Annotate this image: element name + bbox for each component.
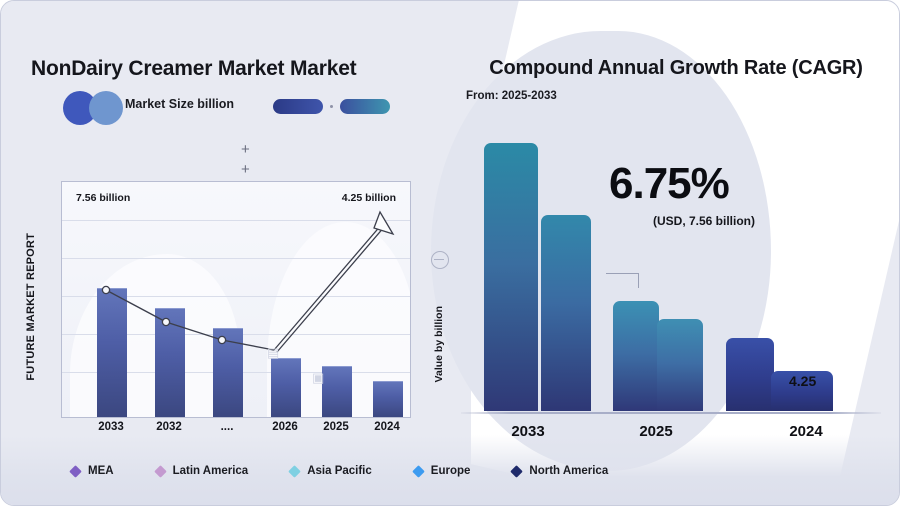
legend-label: North America (529, 465, 609, 477)
legend-item-latin-america[interactable]: Latin America (153, 464, 249, 478)
x-tick-2026: 2026 (272, 421, 298, 433)
right-x-tick-2025: 2025 (639, 423, 673, 440)
legend-diamond-icon (153, 464, 167, 478)
right-chart-baseline (461, 412, 881, 414)
bar-2033 (97, 288, 127, 417)
rbar-2033-secondary (541, 215, 591, 411)
faint-watermark-icon: ▤ (267, 345, 280, 360)
gridline (62, 258, 410, 259)
rbar-2033-primary (484, 143, 538, 411)
bar-2026 (271, 358, 301, 417)
right-panel-title: Compound Annual Growth Rate (CAGR) (489, 57, 863, 79)
gridline (62, 296, 410, 297)
legend-diamond-icon (411, 464, 425, 478)
legend-item-asia-pacific[interactable]: Asia Pacific (288, 464, 372, 478)
bar-2025 (322, 366, 352, 417)
right-x-tick-2033: 2033 (511, 423, 545, 440)
plus-decoration-icon: + (241, 141, 250, 158)
pill-separator-dot (330, 105, 333, 108)
plus-decoration-icon: + (241, 161, 250, 178)
chart-legend: MEA Latin America Asia Pacific Europe No… (69, 464, 650, 478)
axis-bracket-decoration (606, 273, 639, 288)
legend-diamond-icon (69, 464, 82, 478)
x-tick-2025: 2025 (323, 421, 349, 433)
legend-pill-group (273, 99, 390, 114)
legend-pill-secondary (340, 99, 390, 114)
legend-pill-primary (273, 99, 323, 114)
background-bottom-fade (1, 435, 899, 505)
left-chart-y-axis-title: FUTURE MARKET REPORT (25, 233, 37, 381)
left-chart-trendline (101, 210, 395, 353)
rbar-2025-primary (613, 301, 659, 411)
left-value-label: 7.56 billion (76, 192, 131, 204)
cagr-note: (USD, 7.56 billion) (652, 214, 755, 228)
legend-item-north-america[interactable]: North America (510, 464, 609, 478)
legend-item-mea[interactable]: MEA (69, 464, 114, 478)
rbar-2024-primary (726, 338, 774, 411)
right-value-label: 4.25 billion (341, 192, 396, 204)
gridline (62, 220, 410, 221)
two-overlapping-circles-icon (63, 91, 125, 125)
faint-watermark-icon: ▣ (312, 370, 325, 385)
minus-circle-icon (431, 251, 449, 269)
right-chart-y-axis-title: Value by billion (433, 306, 445, 383)
rbar-2025-secondary (657, 319, 703, 411)
right-x-tick-2024: 2024 (789, 423, 823, 440)
data-label-4-25: 4.25 (789, 373, 817, 389)
legend-diamond-icon (288, 464, 302, 478)
rbar-2024-secondary (771, 371, 833, 411)
logo-circle-light (89, 91, 123, 125)
left-chart-plot-area: 7.56 billion 4.25 billion ▤ ▣ (61, 181, 411, 418)
page-title: NonDairy Creamer Market Market (31, 57, 357, 80)
left-chart-bars (62, 182, 410, 417)
legend-label: Asia Pacific (307, 465, 372, 477)
bar-2024 (373, 381, 403, 417)
legend-label: Europe (430, 465, 471, 477)
x-tick-2032: 2032 (156, 421, 182, 433)
left-chart-x-axis: 2033 2032 .... 2026 2025 2024 (61, 421, 409, 443)
x-tick-2024: 2024 (374, 421, 400, 433)
legend-label: MEA (88, 465, 114, 477)
x-tick-dots: .... (220, 421, 234, 433)
legend-label: Latin America (172, 465, 249, 477)
legend-item-europe[interactable]: Europe (411, 464, 471, 478)
cagr-value: 6.75% (609, 159, 730, 208)
logo-caption: Market Size billion (125, 97, 235, 111)
right-panel-subtitle: From: 2025-2033 (466, 90, 557, 102)
x-tick-2033: 2033 (98, 421, 124, 433)
legend-diamond-icon (510, 464, 524, 478)
right-chart-plot-area (461, 121, 891, 411)
